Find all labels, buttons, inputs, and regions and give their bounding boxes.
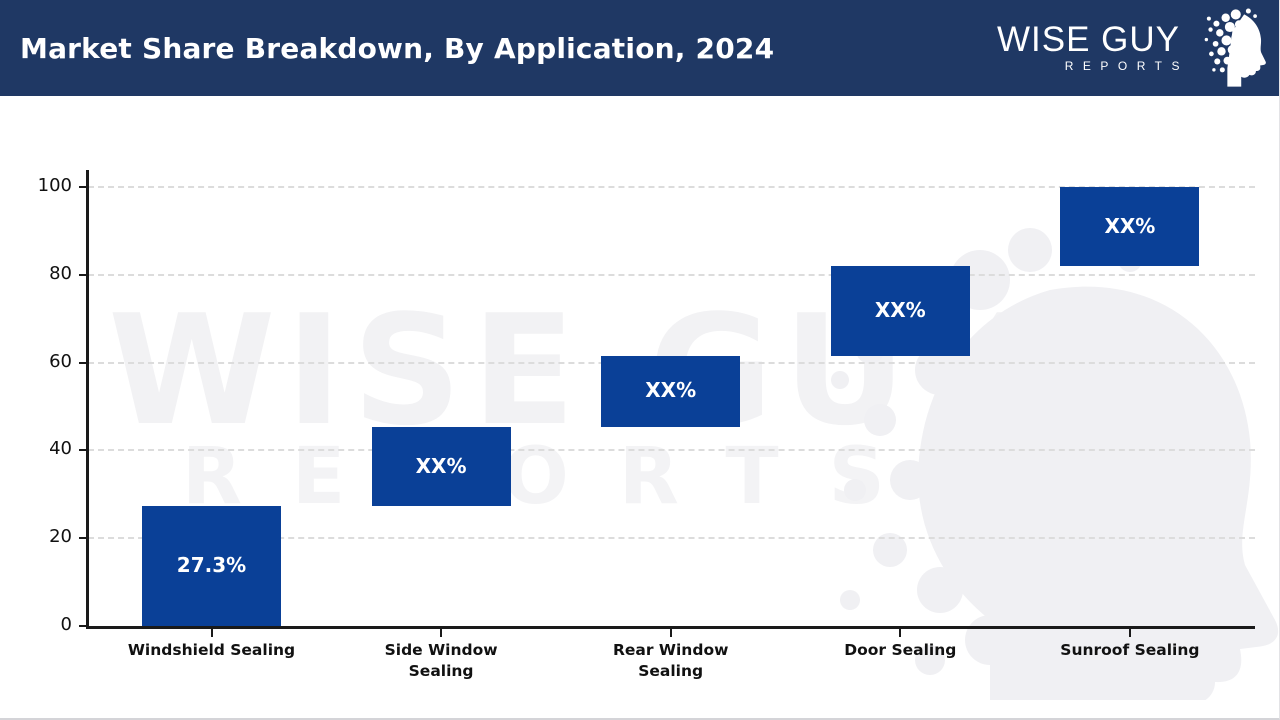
y-gridline: [88, 537, 1255, 540]
x-tick-mark: [669, 629, 672, 637]
waterfall-bar-3: [601, 355, 741, 428]
y-tick-label: 60: [49, 350, 72, 372]
waterfall-bar-4: [830, 266, 970, 356]
y-gridline: [88, 273, 1255, 276]
y-gridline: [88, 186, 1255, 188]
bar-value-label: XX%: [874, 298, 926, 323]
y-tick-mark: [79, 361, 88, 364]
x-axis-line: [86, 626, 1255, 629]
x-tick-label-line: Sealing: [638, 662, 704, 680]
y-tick-mark: [79, 186, 88, 188]
head-dots-logo-icon: [1204, 8, 1266, 87]
x-tick-label: Rear Window Sealing: [556, 640, 786, 682]
logo-subtitle: REPORTS: [1064, 59, 1189, 73]
x-tick-label-line: Windshield Sealing: [127, 641, 296, 659]
y-tick-label: 40: [49, 438, 72, 460]
y-gridline: [88, 449, 1255, 452]
waterfall-bar-5: [1060, 187, 1200, 267]
y-tick-label: 20: [49, 526, 72, 548]
y-tick-mark: [79, 449, 88, 452]
y-tick-label: 0: [60, 614, 72, 635]
header-bar: Market Share Breakdown, By Application, …: [0, 0, 1279, 96]
y-tick-label: 100: [37, 175, 72, 196]
x-tick-mark: [440, 629, 443, 637]
waterfall-bar-1: [142, 506, 281, 626]
x-tick-label: Door Sealing: [785, 640, 1015, 661]
waterfall-bar-2: [371, 427, 511, 507]
logo-text: WISE GUY REPORTS: [997, 22, 1180, 74]
page-title: Market Share Breakdown, By Application, …: [20, 31, 775, 65]
bar-value-label: XX%: [415, 453, 467, 478]
x-tick-mark: [899, 629, 902, 637]
x-tick-label-line: Side Window: [384, 641, 498, 659]
x-tick-label-line: Rear Window: [612, 641, 729, 659]
y-tick-mark: [79, 625, 88, 627]
x-tick-label-line: Door Sealing: [844, 641, 957, 659]
bar-value-label: XX%: [1104, 213, 1156, 238]
x-tick-label-line: Sunroof Sealing: [1060, 641, 1200, 659]
logo-wordmark: WISE GUY: [996, 20, 1180, 59]
x-tick-mark: [1128, 629, 1131, 637]
y-tick-mark: [79, 537, 88, 540]
bar-value-label: XX%: [645, 378, 697, 403]
x-tick-label: Windshield Sealing: [97, 640, 327, 661]
y-axis-line: [86, 170, 89, 629]
x-tick-label: Side Window Sealing: [326, 640, 556, 682]
x-tick-label-line: Sealing: [408, 662, 474, 680]
watermark-subtitle: REPORTS: [182, 432, 935, 522]
wise-guy-logo: WISE GUY REPORTS: [997, 6, 1266, 90]
bar-value-label: 27.3%: [176, 553, 247, 578]
y-tick-label: 80: [49, 262, 72, 284]
x-tick-label: Sunroof Sealing: [1015, 640, 1245, 661]
y-tick-mark: [79, 273, 88, 276]
x-tick-mark: [210, 629, 213, 637]
